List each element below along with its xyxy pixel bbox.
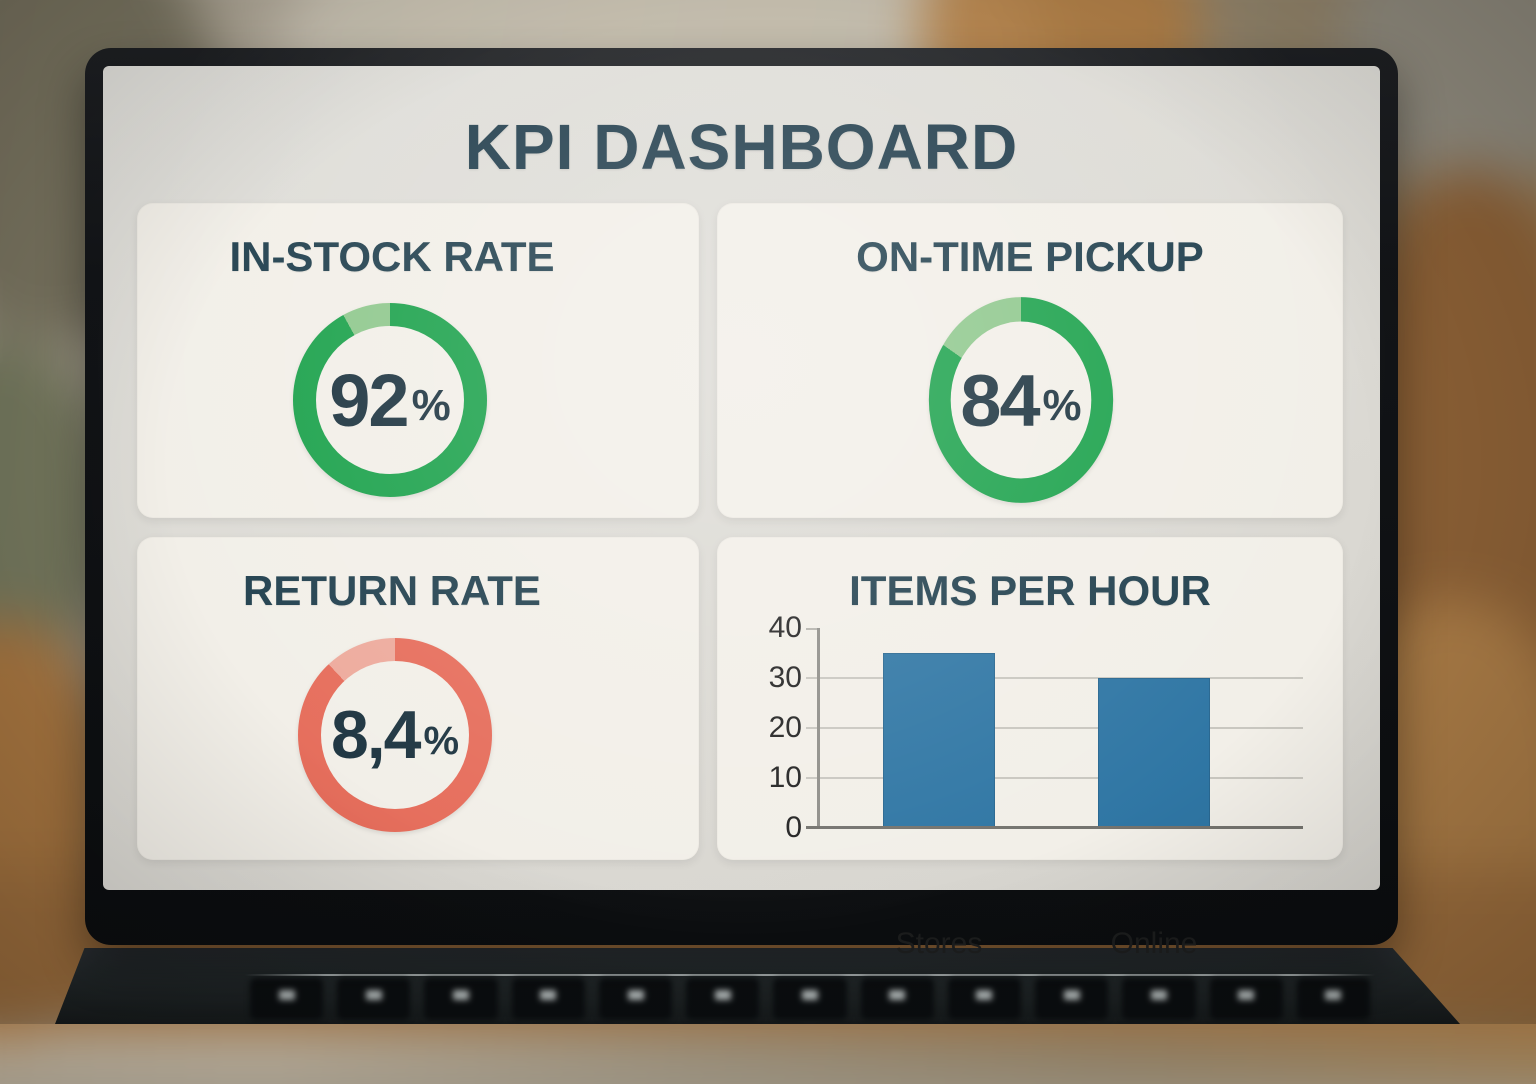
page-title: KPI DASHBOARD bbox=[464, 111, 1019, 183]
bar-stores bbox=[883, 653, 995, 828]
keyboard-key bbox=[773, 978, 847, 1020]
chart-plot-area: 0 10 20 30 40 Stores Online bbox=[769, 613, 1303, 960]
y-axis bbox=[817, 628, 820, 829]
laptop-screen: KPI DASHBOARD IN-STOCK RATE 92 % ON-TIME… bbox=[103, 66, 1380, 960]
card-title: ITEMS PER HOUR bbox=[849, 567, 1211, 614]
card-title: IN-STOCK RATE bbox=[229, 233, 555, 280]
keyboard-key bbox=[337, 978, 411, 1020]
laptop-lid: KPI DASHBOARD IN-STOCK RATE 92 % ON-TIME… bbox=[85, 48, 1398, 960]
key-legend bbox=[1238, 990, 1255, 1000]
key-legend bbox=[802, 990, 819, 1000]
gridline-20 bbox=[806, 727, 1303, 729]
keyboard-key bbox=[686, 978, 760, 1020]
donut-value: 8,4 % bbox=[298, 638, 492, 832]
card-items-per-hour: ITEMS PER HOUR 0 10 20 30 40 Stores Online bbox=[717, 537, 1343, 960]
key-legend bbox=[540, 990, 557, 1000]
card-return-rate: RETURN RATE 8,4 % bbox=[137, 537, 699, 860]
key-legend bbox=[1150, 990, 1167, 1000]
donut-value-number: 8,4 bbox=[330, 697, 422, 773]
keyboard-key bbox=[424, 978, 498, 1020]
y-tick-label-0: 0 bbox=[785, 811, 802, 844]
key-legend bbox=[1325, 990, 1342, 1000]
x-axis bbox=[806, 826, 1303, 829]
key-legend bbox=[1063, 990, 1080, 1000]
donut-hole bbox=[950, 321, 1092, 479]
bar-online bbox=[1098, 678, 1210, 828]
donut-hole bbox=[321, 661, 469, 809]
y-tick-label-10: 10 bbox=[768, 761, 802, 794]
y-tick-label-40: 40 bbox=[768, 611, 802, 644]
donut-value-number: 84 bbox=[960, 358, 1040, 442]
y-tick-label-20: 20 bbox=[768, 711, 802, 744]
keyboard-key bbox=[1209, 978, 1283, 1020]
on-time-donut-chart: 84 % bbox=[928, 297, 1114, 503]
donut-value-number: 92 bbox=[329, 358, 409, 442]
keyboard-key bbox=[250, 978, 324, 1020]
donut-value-unit: % bbox=[1042, 381, 1082, 430]
key-legend bbox=[365, 990, 382, 1000]
donut-hole bbox=[316, 326, 464, 474]
keyboard-key bbox=[860, 978, 934, 1020]
gridline-10 bbox=[806, 777, 1303, 779]
card-on-time-pickup: ON-TIME PICKUP 84 % bbox=[717, 203, 1343, 518]
x-category-label-stores: Stores bbox=[895, 927, 983, 960]
keyboard-key bbox=[947, 978, 1022, 1020]
key-legend bbox=[714, 990, 731, 1000]
key-legend bbox=[278, 990, 295, 1000]
donut-value: 92 % bbox=[293, 303, 487, 497]
in-stock-donut-chart: 92 % bbox=[293, 303, 487, 497]
keyboard-key bbox=[1296, 978, 1371, 1020]
donut-value-unit: % bbox=[423, 718, 460, 763]
card-title: RETURN RATE bbox=[243, 567, 541, 614]
keyboard-edge-highlight bbox=[245, 974, 1375, 976]
key-legend bbox=[889, 990, 906, 1000]
y-tick-label-30: 30 bbox=[768, 661, 802, 694]
key-legend bbox=[976, 990, 993, 1000]
laptop-base bbox=[55, 948, 1460, 1024]
gridline-30 bbox=[806, 677, 1303, 679]
key-legend bbox=[627, 990, 644, 1000]
x-category-label-online: Online bbox=[1110, 927, 1198, 960]
card-title: ON-TIME PICKUP bbox=[856, 233, 1204, 280]
card-in-stock-rate: IN-STOCK RATE 92 % bbox=[137, 203, 699, 518]
keyboard-row bbox=[250, 978, 1371, 1020]
keyboard-key bbox=[598, 978, 673, 1020]
keyboard-key bbox=[511, 978, 585, 1020]
donut-value-unit: % bbox=[411, 381, 451, 430]
y-tick-40 bbox=[806, 628, 819, 630]
keyboard-key bbox=[1122, 978, 1196, 1020]
donut-value: 84 % bbox=[924, 303, 1118, 496]
return-rate-donut-chart: 8,4 % bbox=[298, 638, 492, 832]
key-legend bbox=[453, 990, 470, 1000]
keyboard-key bbox=[1035, 978, 1109, 1020]
